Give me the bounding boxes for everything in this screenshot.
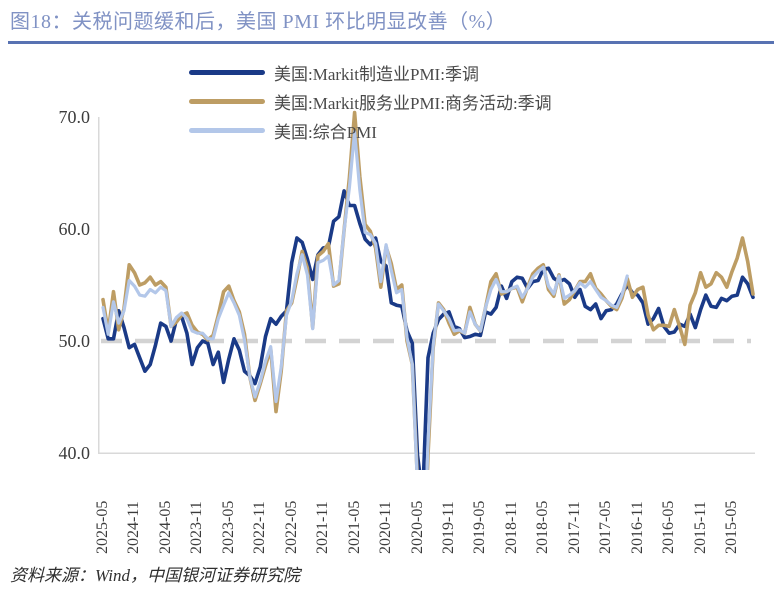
y-tick-label: 60.0 [58, 219, 91, 239]
x-tick-label: 2022-05 [282, 500, 300, 554]
figure-title: 图18：关税问题缓和后，美国 PMI 环比明显改善（%） [10, 11, 507, 33]
x-tick-label: 2018-11 [502, 501, 520, 554]
x-tick-label: 2015-11 [691, 501, 709, 554]
x-tick-label: 2024-11 [125, 501, 143, 554]
title-rule [8, 41, 774, 44]
x-tick-label: 2022-11 [251, 501, 269, 554]
legend-item-2: 美国:综合PMI [189, 116, 552, 145]
y-tick-label: 70.0 [58, 107, 91, 127]
legend-line-swatch [189, 128, 265, 133]
x-tick-label: 2016-05 [660, 500, 678, 554]
y-tick-label: 40.0 [58, 443, 91, 463]
x-tick-label: 2021-11 [314, 501, 332, 554]
legend-line-swatch [189, 70, 265, 75]
legend-label: 美国:Markit服务业PMI:商务活动:季调 [274, 94, 552, 113]
x-tick-label: 2017-11 [565, 501, 583, 554]
x-tick-label: 2023-05 [219, 500, 237, 554]
legend-line-swatch [189, 99, 265, 104]
series-line-2 [101, 130, 629, 470]
chart-legend: 美国:Markit制造业PMI:季调美国:Markit服务业PMI:商务活动:季… [189, 58, 552, 145]
source-note: 资料来源：Wind，中国银河证券研究院 [10, 566, 300, 585]
x-tick-label: 2021-05 [345, 500, 363, 554]
legend-item-0: 美国:Markit制造业PMI:季调 [189, 58, 552, 87]
x-tick-label: 2024-05 [156, 500, 174, 554]
x-tick-label: 2019-11 [439, 501, 457, 554]
x-tick-label: 2023-11 [188, 501, 206, 554]
x-tick-label: 2019-05 [471, 500, 489, 554]
series-line-0 [101, 189, 755, 470]
legend-label: 美国:Markit制造业PMI:季调 [274, 65, 479, 84]
x-tick-label: 2025-05 [94, 500, 111, 554]
x-tick-label: 2018-05 [534, 500, 552, 554]
series-lines [101, 110, 755, 470]
x-tick-label: 2017-05 [597, 500, 615, 554]
x-tick-label: 2020-05 [408, 500, 426, 554]
x-tick-label: 2016-11 [628, 501, 646, 554]
y-tick-label: 50.0 [58, 331, 91, 351]
legend-label: 美国:综合PMI [274, 123, 377, 142]
legend-item-1: 美国:Markit服务业PMI:商务活动:季调 [189, 87, 552, 116]
pmi-chart-plot-area [98, 110, 755, 470]
x-tick-label: 2015-05 [723, 500, 740, 554]
x-tick-label: 2020-11 [377, 501, 395, 554]
